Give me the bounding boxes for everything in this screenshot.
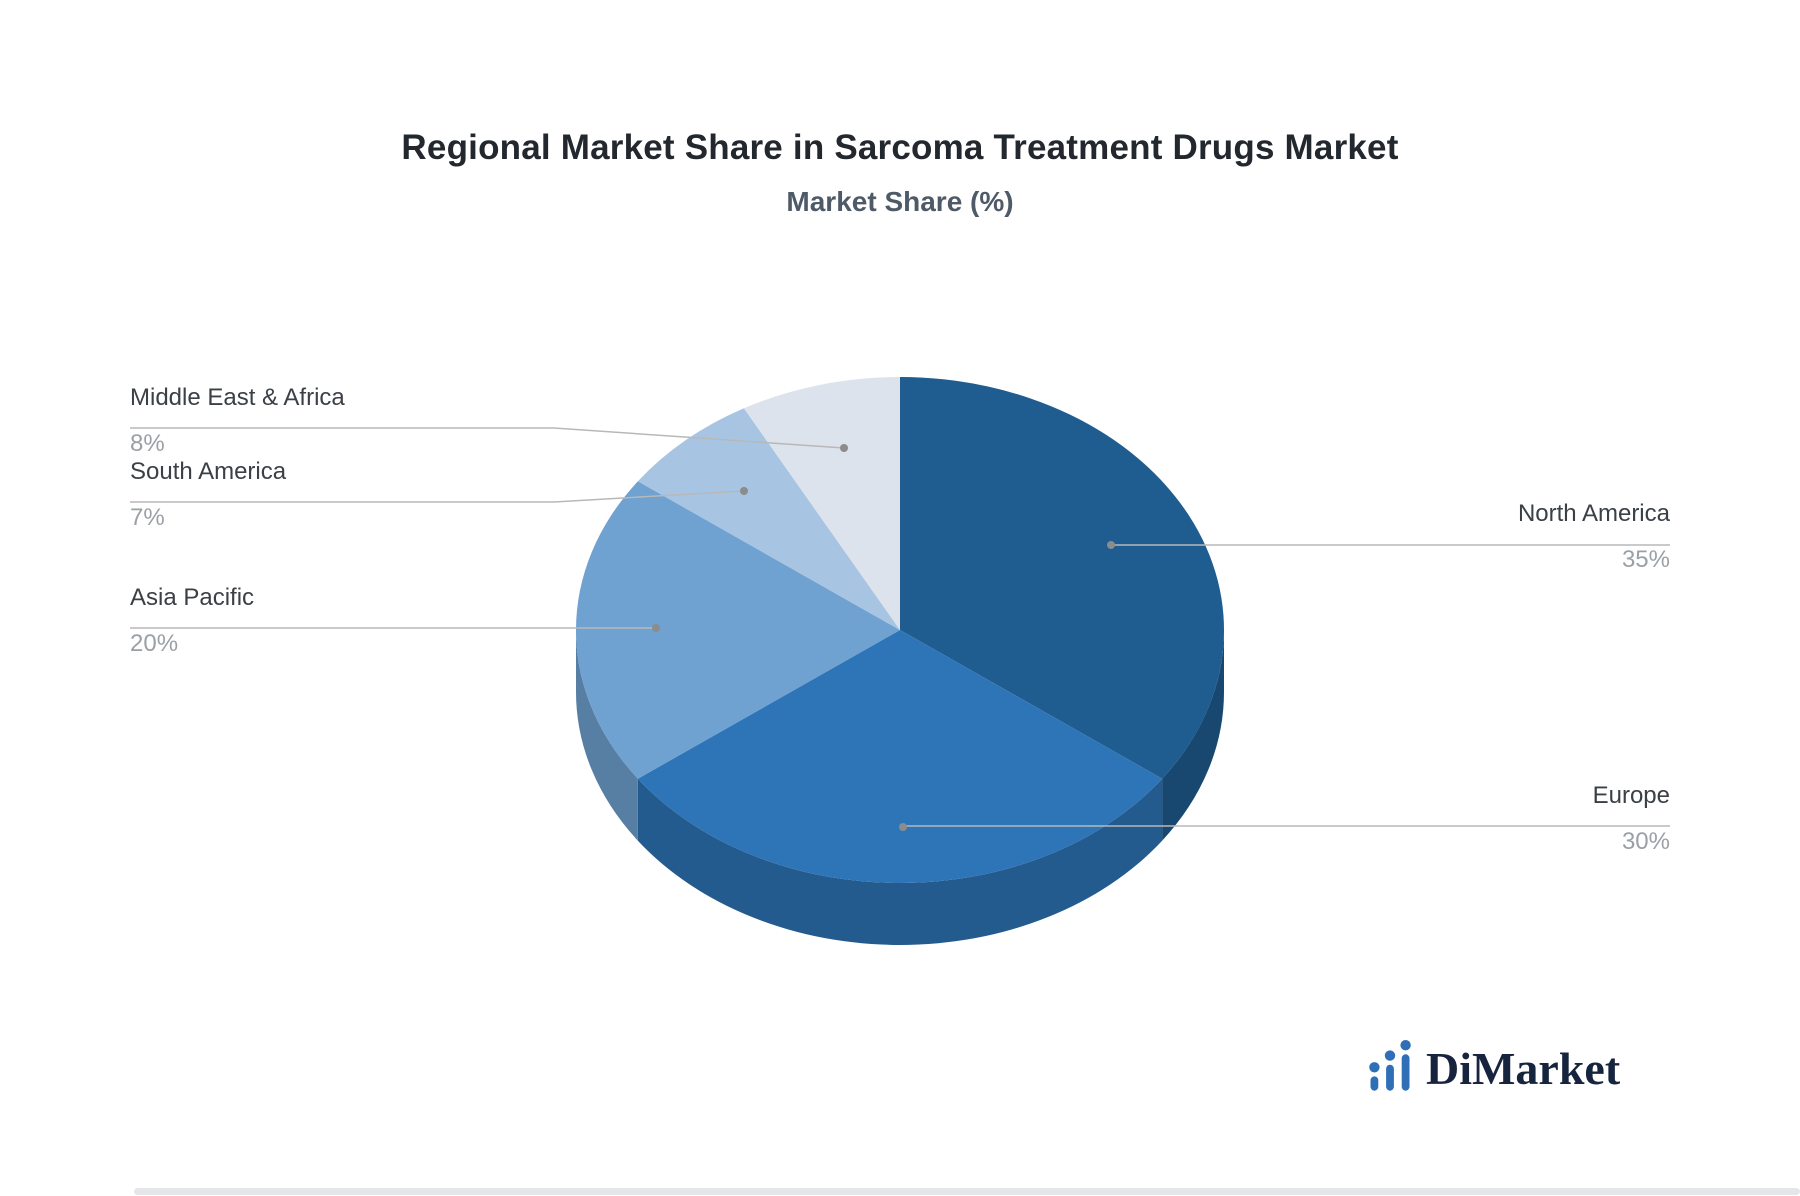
slice-label-europe: Europe 30% xyxy=(1230,782,1670,856)
leader-dot-asia-pacific xyxy=(652,624,660,632)
pie-slice-north-america[interactable] xyxy=(900,377,1224,779)
bottom-edge-bar xyxy=(134,1188,1800,1195)
leader-dot-south-america xyxy=(740,487,748,495)
leader-line-middle-east-africa xyxy=(130,427,845,449)
leader-dot-north-america xyxy=(1107,541,1115,549)
dimarket-logo: DiMarket xyxy=(1366,1040,1620,1097)
slice-name: Middle East & Africa xyxy=(130,384,345,411)
slice-value: 8% xyxy=(130,430,165,457)
leader-dot-europe xyxy=(899,823,907,831)
pie-slice-europe[interactable] xyxy=(637,630,1163,883)
slice-name: North America xyxy=(1517,500,1670,527)
logo-text: DiMarket xyxy=(1426,1043,1621,1094)
pie-slice-side-north-america xyxy=(1162,630,1224,841)
slice-label-north-america: North America 35% xyxy=(1230,500,1670,574)
slice-name: Europe xyxy=(1592,782,1670,809)
pie-slice-side-europe xyxy=(637,778,1163,945)
pie-slice-south-america[interactable] xyxy=(637,408,900,630)
pie-slice-side-asia-pacific xyxy=(576,630,638,841)
slice-name: South America xyxy=(130,458,287,485)
slice-label-south-america: South America 7% xyxy=(130,458,570,532)
leader-line-south-america xyxy=(130,490,745,503)
slice-name: Asia Pacific xyxy=(130,584,255,611)
slice-value: 30% xyxy=(1621,828,1670,855)
slice-label-asia-pacific: Asia Pacific 20% xyxy=(130,584,570,658)
chart-subtitle: Market Share (%) xyxy=(786,186,1014,217)
pie-slice-asia-pacific[interactable] xyxy=(576,481,900,779)
chart-title: Regional Market Share in Sarcoma Treatme… xyxy=(401,128,1399,167)
slice-label-middle-east-africa: Middle East & Africa 8% xyxy=(130,384,570,458)
slice-value: 35% xyxy=(1621,546,1670,573)
leader-dot-middle-east-africa xyxy=(840,444,848,452)
slice-value: 7% xyxy=(130,504,165,531)
pie-slice-middle-east-africa[interactable] xyxy=(743,377,900,630)
slice-value: 20% xyxy=(130,630,179,657)
bar-chart-dots-icon xyxy=(1366,1040,1414,1097)
